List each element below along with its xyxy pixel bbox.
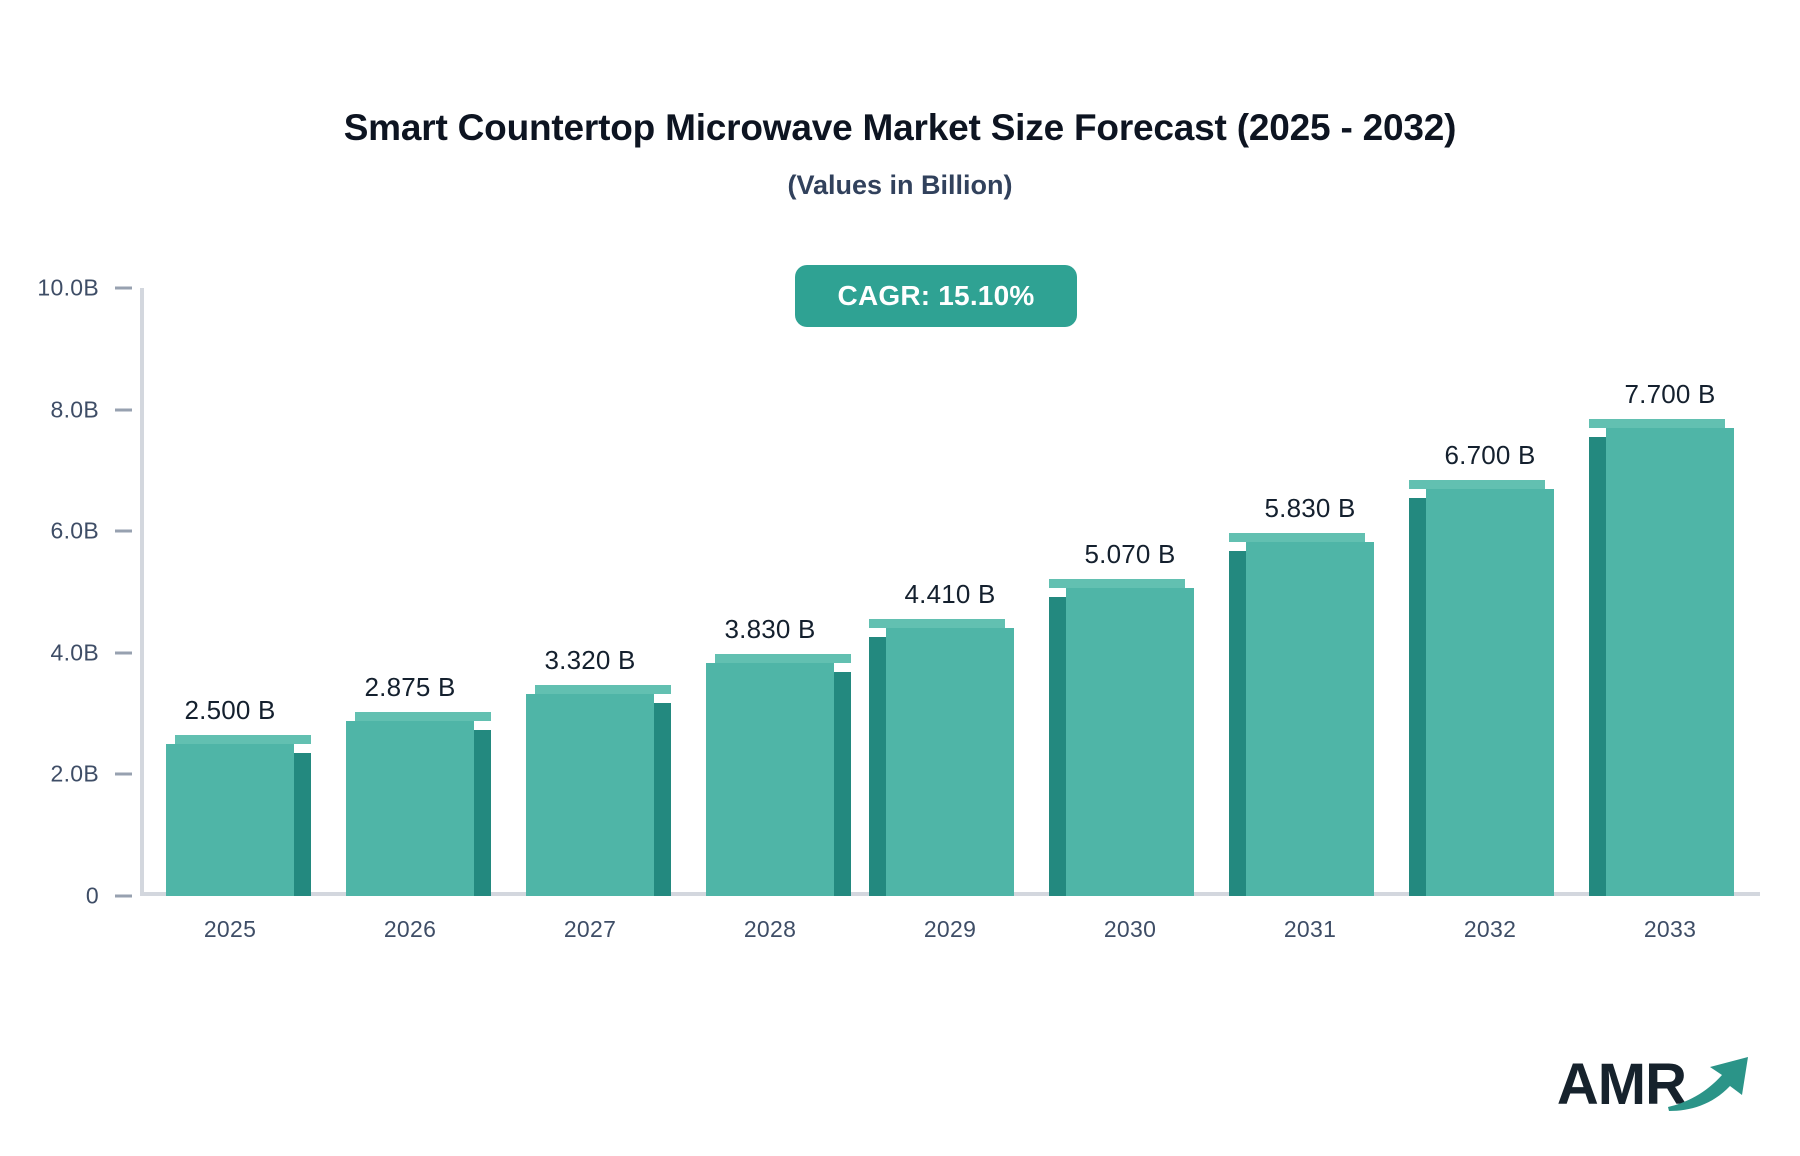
x-axis-tick-label: 2027 bbox=[563, 916, 617, 942]
chart-header: Smart Countertop Microwave Market Size F… bbox=[0, 0, 1800, 200]
y-axis-tick: 0 bbox=[0, 883, 140, 910]
bar-front-face bbox=[346, 721, 474, 896]
bar-top-face bbox=[535, 685, 671, 695]
bar-front-face bbox=[1606, 427, 1734, 896]
y-axis-tick-label: 10.0B bbox=[37, 274, 99, 301]
y-axis-tick-label: 6.0B bbox=[50, 517, 99, 544]
page-title: Smart Countertop Microwave Market Size F… bbox=[343, 107, 1457, 148]
bar-side-face bbox=[834, 672, 851, 896]
bar-group: 5.830 B bbox=[1229, 288, 1374, 896]
x-axis-tick-label: 2025 bbox=[203, 916, 257, 942]
bar-top-face bbox=[1229, 532, 1365, 542]
bar-side-face bbox=[1589, 436, 1606, 896]
bar-front-face bbox=[706, 663, 834, 896]
bar-group: 5.070 B bbox=[1049, 288, 1194, 896]
y-axis-tick-label: 4.0B bbox=[50, 639, 99, 666]
x-axis-tick-label: 2026 bbox=[383, 916, 437, 942]
x-axis-tick-label: 2033 bbox=[1643, 916, 1697, 942]
bar-value-label: 3.320 B bbox=[544, 645, 636, 676]
y-axis-tick-mark bbox=[115, 772, 132, 776]
bar-side-face bbox=[654, 703, 671, 896]
bar-top-face bbox=[175, 735, 311, 744]
bar-side-face bbox=[1049, 596, 1066, 896]
bar-top-face bbox=[1049, 578, 1185, 588]
y-axis-tick: 2.0B bbox=[0, 761, 140, 788]
y-axis-tick: 6.0B bbox=[0, 518, 140, 545]
x-axis-tick-label: 2032 bbox=[1463, 916, 1517, 942]
x-axis-tick-label: 2031 bbox=[1283, 916, 1337, 942]
bar-value-label: 2.500 B bbox=[184, 695, 276, 725]
bar-front-face bbox=[886, 627, 1014, 896]
bar[interactable] bbox=[346, 712, 491, 896]
bar-side-face bbox=[294, 753, 311, 896]
y-axis-tick-mark bbox=[115, 651, 132, 655]
amr-logo: AMR bbox=[1557, 1051, 1752, 1114]
x-axis-tick-label: 2029 bbox=[923, 916, 977, 942]
bar-front-face bbox=[1426, 488, 1554, 896]
x-axis-tick-label: 2030 bbox=[1103, 916, 1157, 942]
bar-value-label: 3.830 B bbox=[724, 614, 816, 645]
bar-top-face bbox=[355, 712, 491, 722]
bar[interactable] bbox=[706, 654, 851, 896]
bar-value-label: 4.410 B bbox=[904, 578, 996, 609]
bar-group: 2.875 B bbox=[346, 288, 491, 896]
cagr-badge: CAGR: 15.10% bbox=[795, 265, 1077, 327]
bar-group: 4.410 B bbox=[869, 288, 1014, 896]
bar-group: 3.830 B bbox=[706, 288, 851, 896]
bar-top-face bbox=[1409, 479, 1545, 489]
bar-value-label: 7.700 B bbox=[1624, 378, 1716, 409]
y-axis-tick: 8.0B bbox=[0, 396, 140, 423]
plot-area: 10.0B 8.0B 6.0B 4.0B 2.0B 0 2.500 B 2.875 B 3.3… bbox=[37, 275, 1760, 909]
y-axis-tick-mark bbox=[115, 894, 132, 898]
y-axis-tick: 4.0B bbox=[0, 639, 140, 666]
bar-front-face bbox=[526, 694, 654, 896]
bar[interactable] bbox=[526, 685, 671, 896]
bar-value-label: 6.700 B bbox=[1444, 439, 1536, 470]
logo-text: AMR bbox=[1556, 1052, 1687, 1117]
bar-value-label: 5.070 B bbox=[1084, 538, 1176, 569]
bar-series: 2.500 B 2.875 B 3.320 B 3.830 B 4.410 B 5.070… bbox=[140, 288, 1760, 896]
cagr-badge-label: CAGR: 15.10% bbox=[837, 280, 1035, 311]
y-axis-tick-mark bbox=[115, 408, 132, 412]
bar[interactable] bbox=[1049, 578, 1194, 896]
bar-group: 3.320 B bbox=[526, 288, 671, 896]
bar[interactable] bbox=[1409, 479, 1554, 896]
bar-side-face bbox=[474, 730, 491, 896]
y-axis-tick: 10.0B bbox=[0, 275, 140, 302]
y-axis-tick-label: 8.0B bbox=[50, 396, 99, 423]
bar[interactable] bbox=[1589, 418, 1734, 896]
bar-group: 7.700 B bbox=[1589, 288, 1734, 896]
bar-value-label: 5.830 B bbox=[1264, 492, 1356, 523]
bar-front-face bbox=[1246, 541, 1374, 896]
bar[interactable] bbox=[869, 618, 1014, 896]
y-axis-tick-mark bbox=[115, 529, 132, 533]
y-axis-tick-label: 2.0B bbox=[50, 760, 99, 787]
y-axis-line bbox=[140, 288, 144, 896]
x-axis-tick-label: 2028 bbox=[743, 916, 797, 942]
bar-top-face bbox=[1589, 418, 1725, 428]
y-axis-tick-mark bbox=[115, 286, 132, 290]
bar-value-label: 2.875 B bbox=[364, 672, 456, 703]
bar-top-face bbox=[869, 618, 1005, 628]
y-axis-tick-label: 0 bbox=[85, 882, 99, 909]
bar-side-face bbox=[1229, 550, 1246, 896]
bar-side-face bbox=[869, 636, 886, 896]
bar-top-face bbox=[715, 654, 851, 664]
trend-up-arrow-icon bbox=[1666, 1051, 1752, 1118]
bar-group: 2.500 B bbox=[166, 288, 311, 896]
bar[interactable] bbox=[1229, 532, 1374, 896]
chart-subtitle: (Values in Billion) bbox=[787, 169, 1013, 200]
bar-group: 6.700 B bbox=[1409, 288, 1554, 896]
bar-side-face bbox=[1409, 497, 1426, 896]
bar[interactable] bbox=[166, 735, 311, 896]
bar-front-face bbox=[1066, 587, 1194, 896]
bar-front-face bbox=[166, 744, 294, 896]
